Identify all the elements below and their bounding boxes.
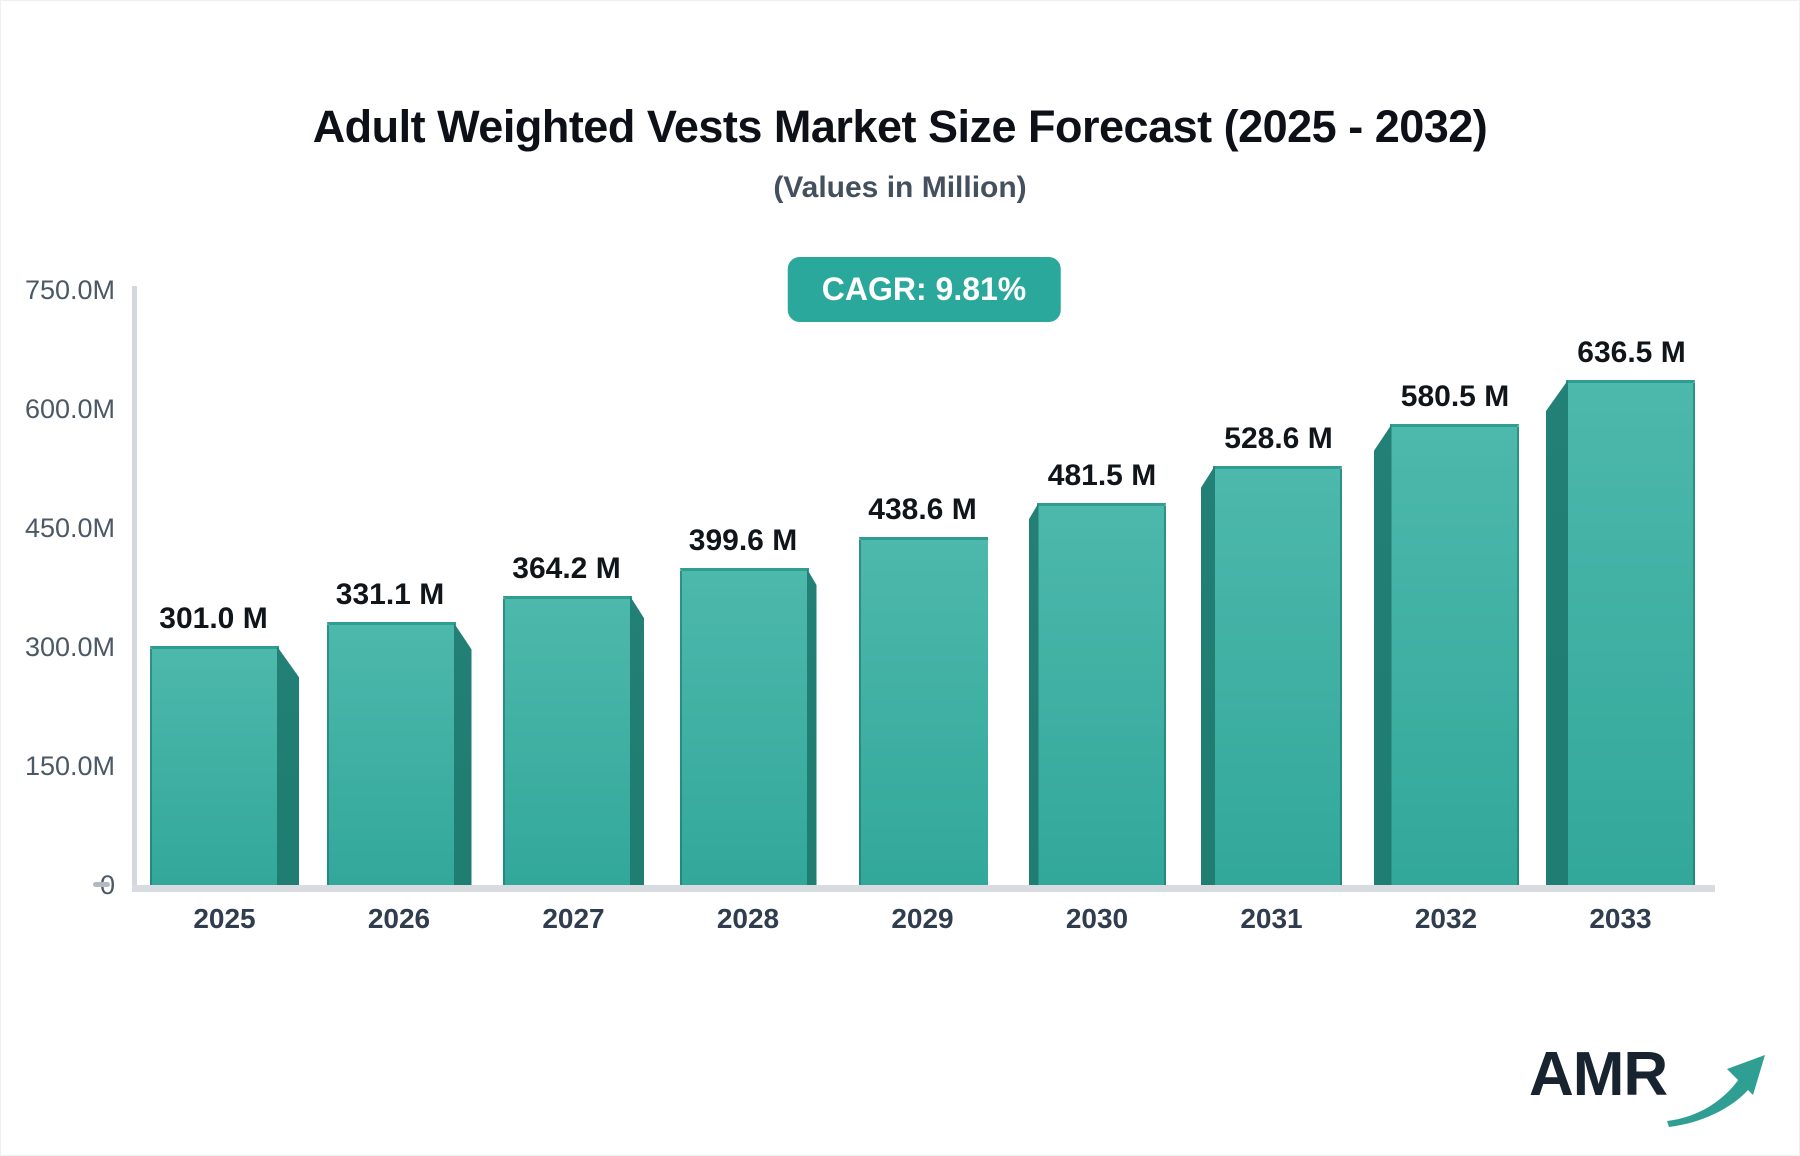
chart-subtitle: (Values in Million) [773, 171, 1027, 204]
bar-side-face [1373, 424, 1392, 885]
bar-2031: 528.6 M [1201, 422, 1342, 885]
bar-2030: 481.5 M [1028, 459, 1166, 885]
bar-value-label: 481.5 M [1047, 459, 1157, 493]
bar-slot: 580.5 M 2032 [1373, 290, 1520, 934]
bar-side-face [630, 596, 644, 885]
amr-logo-text: AMR [1529, 1040, 1668, 1109]
y-tick-label: 450.0M [24, 513, 115, 543]
bar-side-face [277, 646, 299, 885]
x-axis-label: 2027 [542, 903, 605, 934]
zero-tick-dash [93, 882, 110, 887]
bar-face [1566, 380, 1695, 885]
x-axis-label: 2029 [891, 903, 954, 934]
x-axis-label: 2031 [1240, 903, 1303, 934]
bar-slot: 399.6 M 2028 [675, 290, 822, 934]
bar-slot: 301.0 M 2025 [150, 290, 299, 934]
chart-title: Adult Weighted Vests Market Size Forecas… [312, 101, 1488, 152]
y-tick-label: 600.0M [24, 394, 115, 424]
bar-face [679, 567, 809, 885]
bar-2025: 301.0 M [150, 602, 299, 885]
bar-side-face [453, 622, 472, 885]
bar-face [1213, 465, 1342, 885]
bar-slot: 528.6 M 2031 [1198, 290, 1345, 934]
y-tick-label: 750.0M [24, 275, 115, 305]
bar-value-label: 528.6 M [1224, 421, 1333, 455]
bar-value-label: 301.0 M [159, 602, 268, 636]
bar-face [326, 622, 456, 885]
bar-slot: 364.2 M 2027 [500, 290, 647, 934]
bar-slot: 331.1 M 2026 [326, 290, 473, 934]
bar-side-face [806, 567, 817, 885]
bar-2027: 364.2 M [503, 552, 644, 885]
x-axis-label: 2026 [367, 903, 431, 934]
bar-face [150, 646, 279, 885]
bar-2029: 438.6 M [859, 493, 988, 885]
bar-value-label: 580.5 M [1400, 380, 1510, 414]
bar-2026: 331.1 M [326, 578, 472, 885]
y-tick-label: 150.0M [24, 751, 115, 781]
x-axis-label: 2030 [1065, 903, 1129, 934]
bar-face [1036, 503, 1166, 885]
bar-side-face [1201, 465, 1215, 885]
bar-value-label: 438.6 M [868, 493, 977, 527]
bar-face [1389, 424, 1519, 885]
bar-2028: 399.6 M [679, 524, 817, 885]
bar-side-face [1546, 380, 1568, 885]
x-axis-baseline [132, 885, 1715, 892]
bar-2033: 636.5 M [1546, 336, 1695, 885]
x-axis-label: 2033 [1589, 903, 1652, 934]
x-axis-label: 2028 [716, 903, 780, 934]
cagr-badge: CAGR: 9.81% [787, 257, 1061, 322]
bar-value-label: 331.1 M [335, 578, 445, 612]
bar-2032: 580.5 M [1373, 380, 1519, 885]
bar-side-face [1028, 503, 1039, 885]
bar-face [859, 537, 988, 885]
y-axis-line [132, 286, 137, 886]
bar-slot: 481.5 M 2030 [1024, 290, 1171, 934]
amr-logo: AMR [1529, 1029, 1765, 1144]
x-axis-label: 2032 [1414, 903, 1478, 934]
bars-row: 301.0 M 2025 331.1 M 2026 364.2 M 2027 399.6 M… [150, 290, 1695, 934]
bar-face [503, 596, 632, 885]
bar-value-label: 636.5 M [1577, 336, 1686, 370]
bar-slot: 438.6 M 2029 [849, 290, 996, 934]
plot-area: 301.0 M 2025 331.1 M 2026 364.2 M 2027 399.6 M… [137, 290, 1711, 934]
x-axis-label: 2025 [193, 903, 256, 934]
bar-value-label: 364.2 M [512, 552, 621, 586]
y-tick-label: 300.0M [24, 632, 115, 662]
bar-value-label: 399.6 M [688, 523, 798, 557]
growth-arrow-icon [1667, 1055, 1765, 1127]
bar-slot: 636.5 M 2033 [1546, 290, 1695, 934]
